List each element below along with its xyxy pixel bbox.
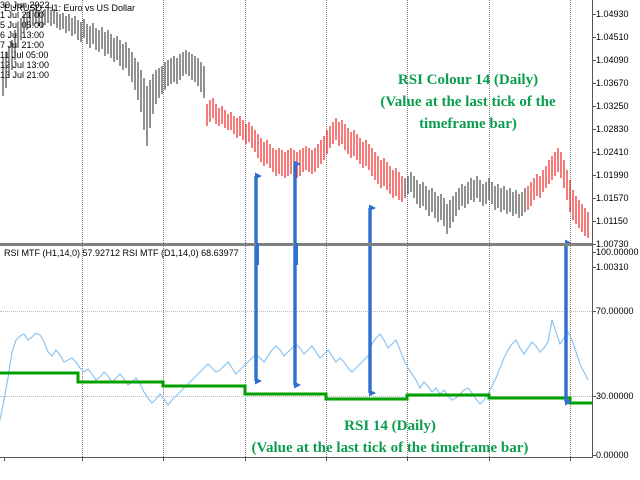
annotation-top-line1: RSI Colour 14 (Daily)	[397, 72, 539, 88]
price-axis-label: 1.00730	[596, 239, 629, 249]
price-axis-label: 1.03250	[596, 101, 629, 111]
grid-vline	[245, 0, 246, 457]
annotation-top-line3: timeframe bar)	[419, 115, 517, 132]
annotation-bottom-line1: RSI 14 (Daily)	[344, 418, 436, 434]
rsi-axis-tick	[592, 455, 596, 456]
time-axis-tick	[570, 457, 571, 461]
rsi-axis-tick	[592, 252, 596, 253]
price-bars-red	[527, 148, 589, 238]
annotation-arrows	[254, 160, 572, 406]
time-axis-label: 7 Jul 21:00	[0, 40, 45, 50]
grid-vline	[489, 0, 490, 457]
price-axis-label: 1.02410	[596, 147, 629, 157]
cursor-vline-blue	[295, 243, 298, 265]
symbol-header: EURUSD, H1: Euro vs US Dollar	[4, 3, 136, 13]
rsi-axis-label: 70.00000	[596, 306, 634, 316]
price-axis-label: 1.01990	[596, 170, 629, 180]
annotation-top-line2: (Value at the last tick of the	[380, 93, 556, 110]
price-axis-tick	[592, 221, 596, 222]
grid-vline	[407, 0, 408, 457]
time-axis-label: 11 Jul 05:00	[0, 50, 49, 60]
rsi-daily-step-line	[0, 371, 592, 405]
price-axis-tick	[592, 60, 596, 61]
time-axis-tick	[245, 457, 246, 461]
rsi-indicator-readout: RSI MTF (H1,14,0) 57.92712 RSI MTF (D1,1…	[4, 248, 239, 258]
price-axis-tick	[592, 152, 596, 153]
price-axis-tick	[592, 129, 596, 130]
rsi-level-30	[0, 396, 592, 397]
price-axis-label: 1.01570	[596, 193, 629, 203]
time-axis-tick	[4, 457, 5, 461]
price-axis-tick	[592, 198, 596, 199]
time-axis-label: 6 Jul 13:00	[0, 30, 45, 40]
price-axis-tick	[592, 37, 596, 38]
price-axis-label: 1.01150	[596, 216, 628, 226]
time-axis-tick	[326, 457, 327, 461]
price-axis-label: 1.02830	[596, 124, 629, 134]
rsi-h1-line	[0, 319, 589, 421]
price-axis-tick	[592, 14, 596, 15]
cursor-vline-blue	[256, 243, 259, 265]
price-axis-label: 1.04930	[596, 9, 629, 19]
grid-vline	[326, 0, 327, 457]
price-axis-tick	[592, 267, 596, 268]
price-axis-tick	[592, 83, 596, 84]
time-axis-tick	[407, 457, 408, 461]
rsi-level-70	[0, 311, 592, 312]
price-axis-tick	[592, 175, 596, 176]
price-bars-black	[404, 172, 526, 234]
time-axis-label: 30 Jun 2022	[0, 0, 50, 10]
time-axis-frame	[0, 457, 593, 458]
price-axis-label: 1.04510	[596, 32, 629, 42]
price-axis-tick	[592, 106, 596, 107]
rsi-axis-tick	[592, 311, 596, 312]
price-axis-tick	[592, 244, 596, 245]
price-axis-frame	[592, 0, 593, 458]
price-axis-label: 1.00310	[596, 262, 629, 272]
rsi-axis-tick	[592, 396, 596, 397]
annotation-top: RSI Colour 14 (Daily) (Value at the last…	[350, 70, 586, 135]
grid-vline	[82, 0, 83, 457]
rsi-axis-label: 0.00000	[596, 450, 629, 460]
time-axis-tick	[163, 457, 164, 461]
time-axis-label: 12 Jul 13:00	[0, 60, 50, 70]
rsi-axis-label: 30.00000	[596, 391, 634, 401]
annotation-bottom-line2: (Value at the last tick of the timeframe…	[251, 439, 529, 456]
time-axis-tick	[489, 457, 490, 461]
grid-vline	[570, 0, 571, 457]
rsi-axis-label: 100.00000	[596, 247, 639, 257]
time-axis-tick	[82, 457, 83, 461]
annotation-bottom: RSI 14 (Daily) (Value at the last tick o…	[190, 416, 590, 460]
price-axis-label: 1.04090	[596, 55, 629, 65]
time-axis-label: 5 Jul 05:00	[0, 20, 45, 30]
price-axis-label: 1.03670	[596, 78, 629, 88]
grid-vline	[163, 0, 164, 457]
